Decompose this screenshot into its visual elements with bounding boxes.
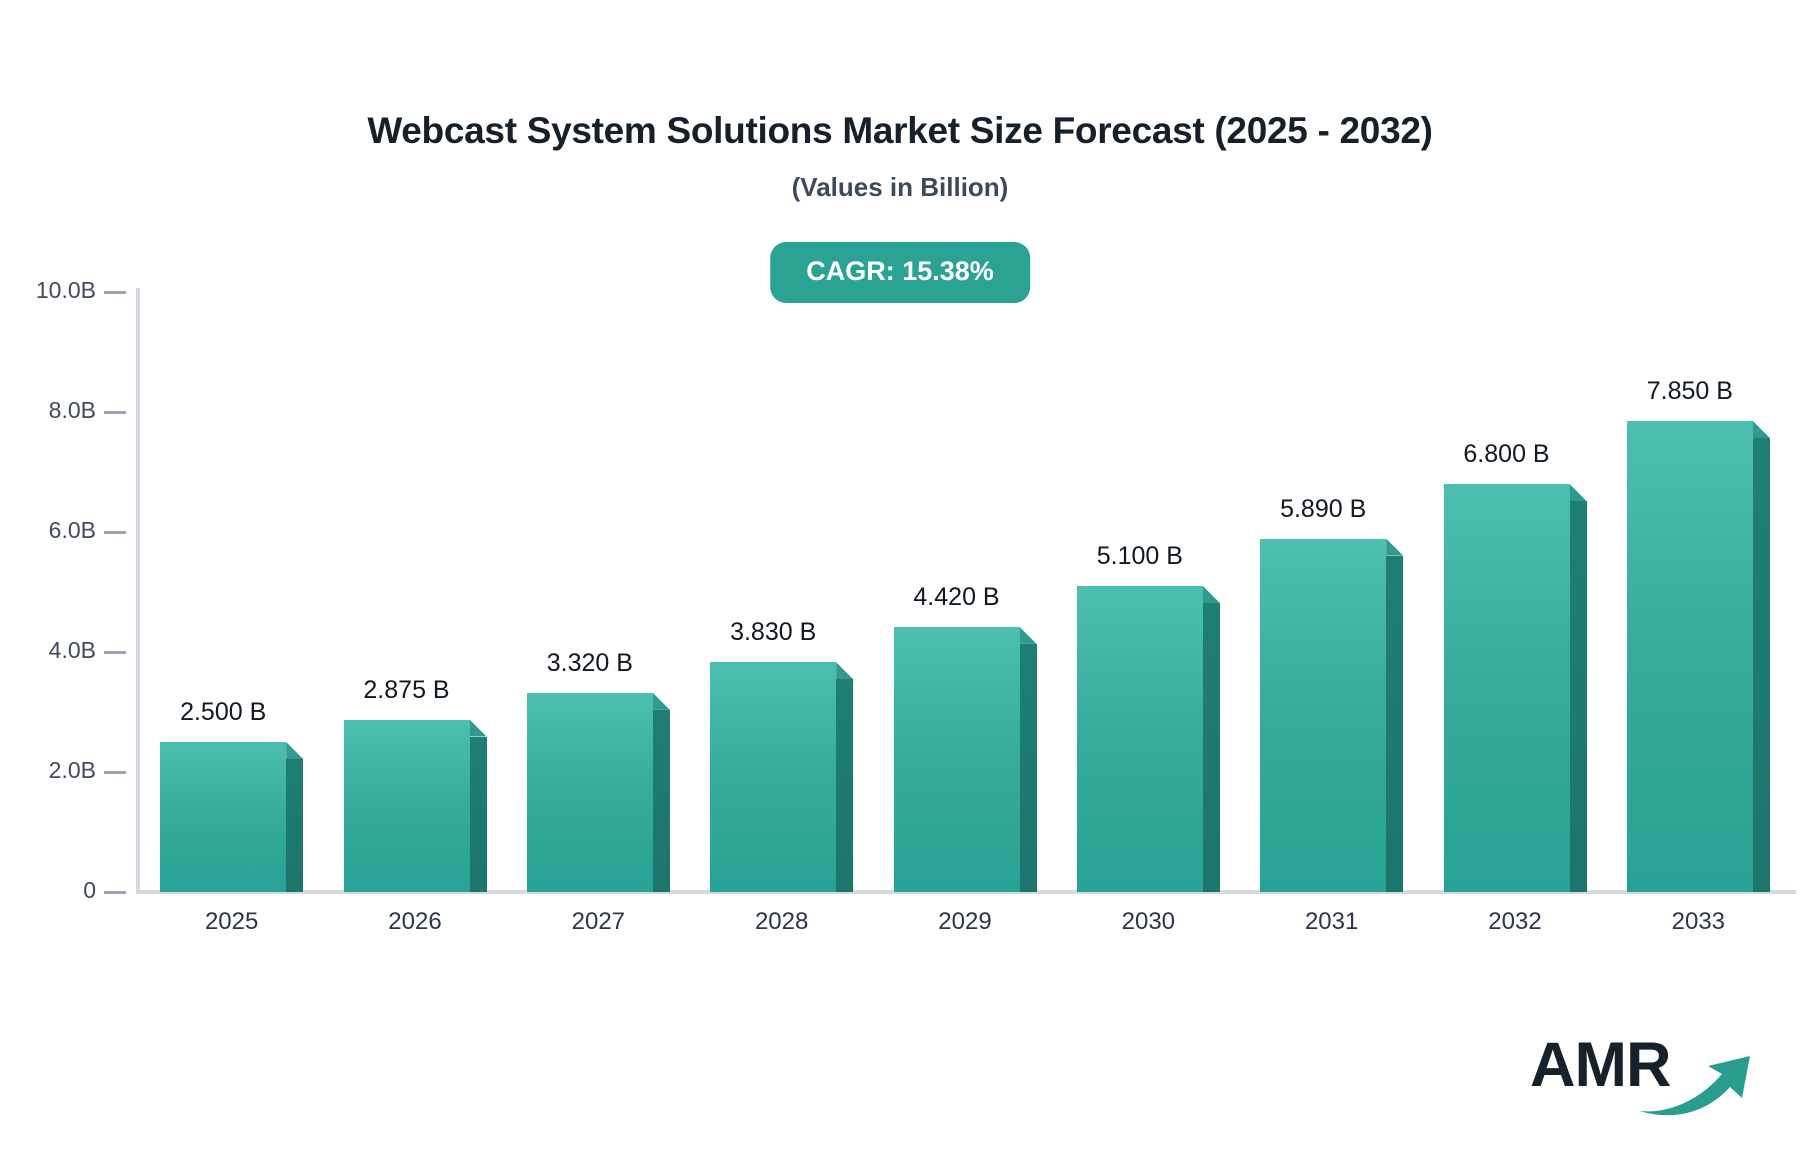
bar-value-label: 5.890 B xyxy=(1280,494,1367,523)
bar-side-face xyxy=(1569,501,1587,892)
bar[interactable] xyxy=(160,742,304,892)
y-axis-tick-label: 0 xyxy=(83,877,96,903)
page-title: Webcast System Solutions Market Size For… xyxy=(367,110,1433,151)
bar-value-label: 6.800 B xyxy=(1463,440,1550,468)
bar-top-face xyxy=(1752,421,1770,438)
x-axis-label: 2031 xyxy=(1304,908,1359,935)
amr-logo-text: AMR xyxy=(1530,1030,1671,1100)
bar-side-face xyxy=(286,759,304,892)
x-axis-label: 2029 xyxy=(938,908,992,935)
bar-front-face xyxy=(1626,421,1753,892)
bar-side-face xyxy=(1202,603,1220,892)
bar-front-face xyxy=(1443,484,1570,892)
y-axis-tick-label: 8.0B xyxy=(48,397,96,423)
y-axis-tick-dash xyxy=(104,531,126,534)
bar[interactable] xyxy=(343,719,487,892)
y-axis-tick-dash xyxy=(104,891,126,894)
bar-value-label: 7.850 B xyxy=(1646,377,1733,405)
x-axis-label: 2030 xyxy=(1121,908,1176,935)
bar-side-face xyxy=(469,736,487,892)
bar-side-face xyxy=(1752,438,1770,892)
y-axis-tick-dash xyxy=(104,771,126,774)
bar[interactable] xyxy=(1260,538,1404,892)
bar[interactable] xyxy=(1626,421,1770,892)
bar-side-face xyxy=(1386,555,1404,892)
bar-front-face xyxy=(893,626,1020,892)
bar-value-label: 4.420 B xyxy=(913,582,1000,611)
bar-side-face xyxy=(836,679,854,892)
x-axis-label: 2025 xyxy=(204,908,259,935)
bar-front-face xyxy=(710,662,837,892)
x-axis-label: 2028 xyxy=(754,908,809,935)
x-axis-label: 2033 xyxy=(1671,908,1726,935)
bar-front-face xyxy=(343,719,470,892)
y-axis-tick-label: 4.0B xyxy=(48,637,96,663)
bar-front-face xyxy=(1260,538,1387,892)
bar-value-label: 3.830 B xyxy=(730,618,817,647)
y-axis-tick-dash xyxy=(104,411,126,414)
bar-top-face xyxy=(1569,484,1587,501)
bar[interactable] xyxy=(893,626,1037,892)
x-axis-label: 2032 xyxy=(1488,908,1542,935)
bar-top-face xyxy=(836,662,854,680)
bar-front-face xyxy=(526,692,653,892)
bar-value-label: 3.320 B xyxy=(546,648,633,677)
bar-value-label: 2.500 B xyxy=(180,698,267,726)
bar-top-face xyxy=(286,742,304,759)
bar[interactable] xyxy=(526,692,670,892)
x-axis-label: 2027 xyxy=(571,908,626,935)
bar-front-face xyxy=(1076,586,1203,892)
bar-top-face xyxy=(1386,538,1404,556)
growth-arrow-icon xyxy=(1640,1056,1750,1116)
bar-top-face xyxy=(1019,626,1037,644)
bar[interactable] xyxy=(1443,484,1587,892)
bar[interactable] xyxy=(1076,586,1220,892)
y-axis-tick-label: 10.0B xyxy=(35,277,96,303)
bar-side-face xyxy=(652,709,670,892)
chart-subtitle: (Values in Billion) xyxy=(791,172,1009,202)
amr-logo: AMR xyxy=(1530,1032,1760,1118)
bar-front-face xyxy=(160,742,287,892)
bar-top-face xyxy=(1202,586,1220,603)
y-axis-tick-dash xyxy=(104,291,126,294)
x-axis-label: 2026 xyxy=(388,908,442,935)
y-axis-tick-label: 6.0B xyxy=(48,517,96,543)
y-axis-line xyxy=(136,288,140,892)
bar-value-label: 5.100 B xyxy=(1096,542,1183,570)
bar-side-face xyxy=(1019,643,1037,892)
bar-top-face xyxy=(469,719,487,737)
bar-top-face xyxy=(652,692,670,710)
bar[interactable] xyxy=(710,662,854,892)
bar-value-label: 2.875 B xyxy=(363,675,450,704)
y-axis-tick-dash xyxy=(104,651,126,654)
cagr-badge: CAGR: 15.38% xyxy=(770,242,1030,303)
y-axis-tick-label: 2.0B xyxy=(48,757,96,783)
x-axis-line xyxy=(136,890,1796,894)
